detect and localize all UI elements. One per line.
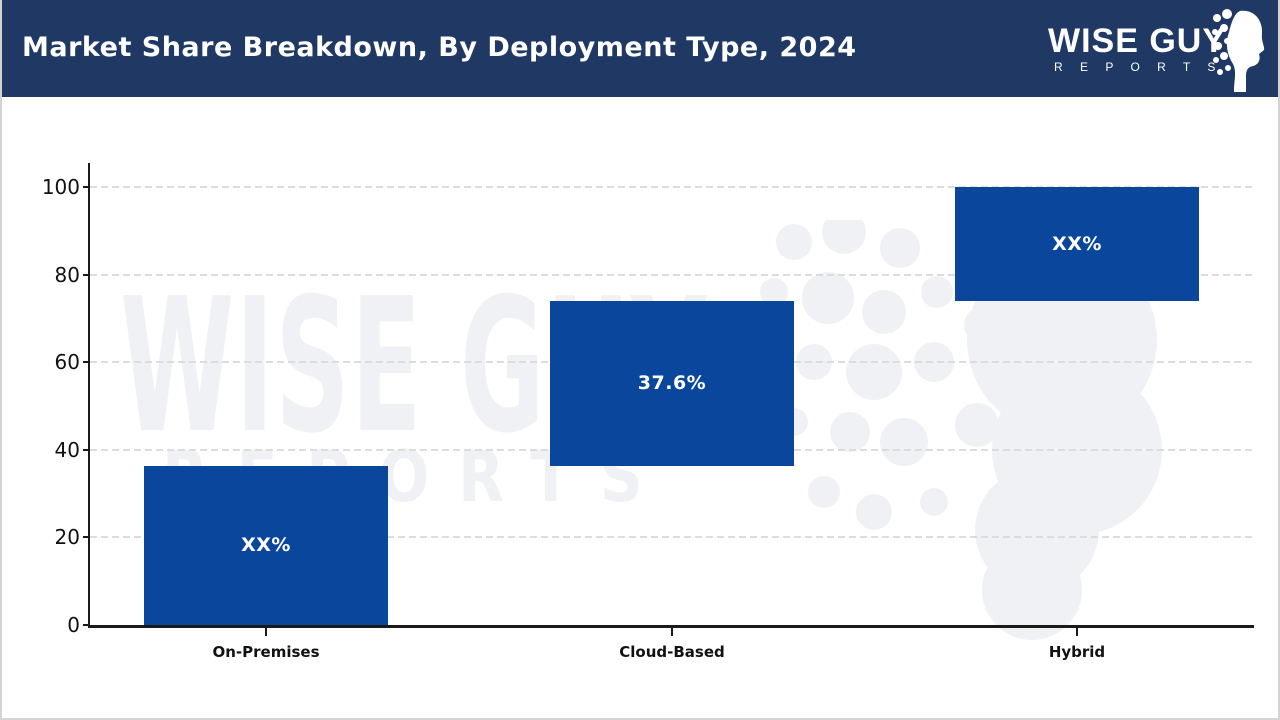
y-tick-label-60: 60 [54, 350, 80, 375]
y-tick-40 [83, 448, 90, 451]
bar-chart: 0 20 40 60 80 100 XX% On-Premises 37.6% Cloud-Bas… [2, 97, 1278, 718]
y-axis-spine [88, 163, 90, 628]
x-category-label-hybrid: Hybrid [1048, 643, 1106, 661]
logo-subtext: R E P O R T S [1054, 60, 1223, 74]
gridline-100 [90, 186, 1254, 188]
y-tick-label-0: 0 [67, 613, 80, 637]
y-tick-60 [83, 361, 90, 364]
y-tick-100 [83, 186, 90, 188]
y-tick-label-20: 20 [54, 525, 80, 550]
x-tick-on-premises [265, 628, 267, 636]
bar-on-premises: XX% [144, 465, 388, 625]
y-tick-0 [83, 624, 90, 626]
bar-hybrid: XX% [955, 187, 1199, 301]
gridline-20 [90, 536, 1254, 539]
x-category-label-on-premises: On-Premises [212, 643, 320, 661]
bar-value-label-hybrid: XX% [1052, 232, 1102, 255]
bar-cloud-based: 37.6% [550, 300, 794, 466]
bar-value-label-cloud-based: 37.6% [637, 372, 707, 395]
y-tick-label-100: 100 [41, 175, 80, 199]
x-axis-spine [88, 625, 1254, 628]
logo-face-icon [1212, 9, 1265, 92]
chart-title: Market Share Breakdown, By Deployment Ty… [22, 32, 857, 63]
x-category-label-cloud-based: Cloud-Based [619, 643, 725, 661]
bar-value-label-on-premises: XX% [241, 534, 291, 557]
y-tick-80 [83, 273, 90, 276]
y-tick-20 [83, 536, 90, 539]
gridline-80 [90, 273, 1254, 276]
y-tick-label-40: 40 [54, 437, 80, 462]
y-tick-label-80: 80 [54, 262, 80, 287]
wise-guy-logo: WISE GUY R E P O R T S [1016, 6, 1266, 92]
header-bar: Market Share Breakdown, By Deployment Ty… [2, 0, 1278, 97]
logo-text: WISE GUY [1048, 22, 1227, 60]
x-tick-hybrid [1076, 628, 1078, 636]
x-tick-cloud-based [671, 628, 673, 636]
